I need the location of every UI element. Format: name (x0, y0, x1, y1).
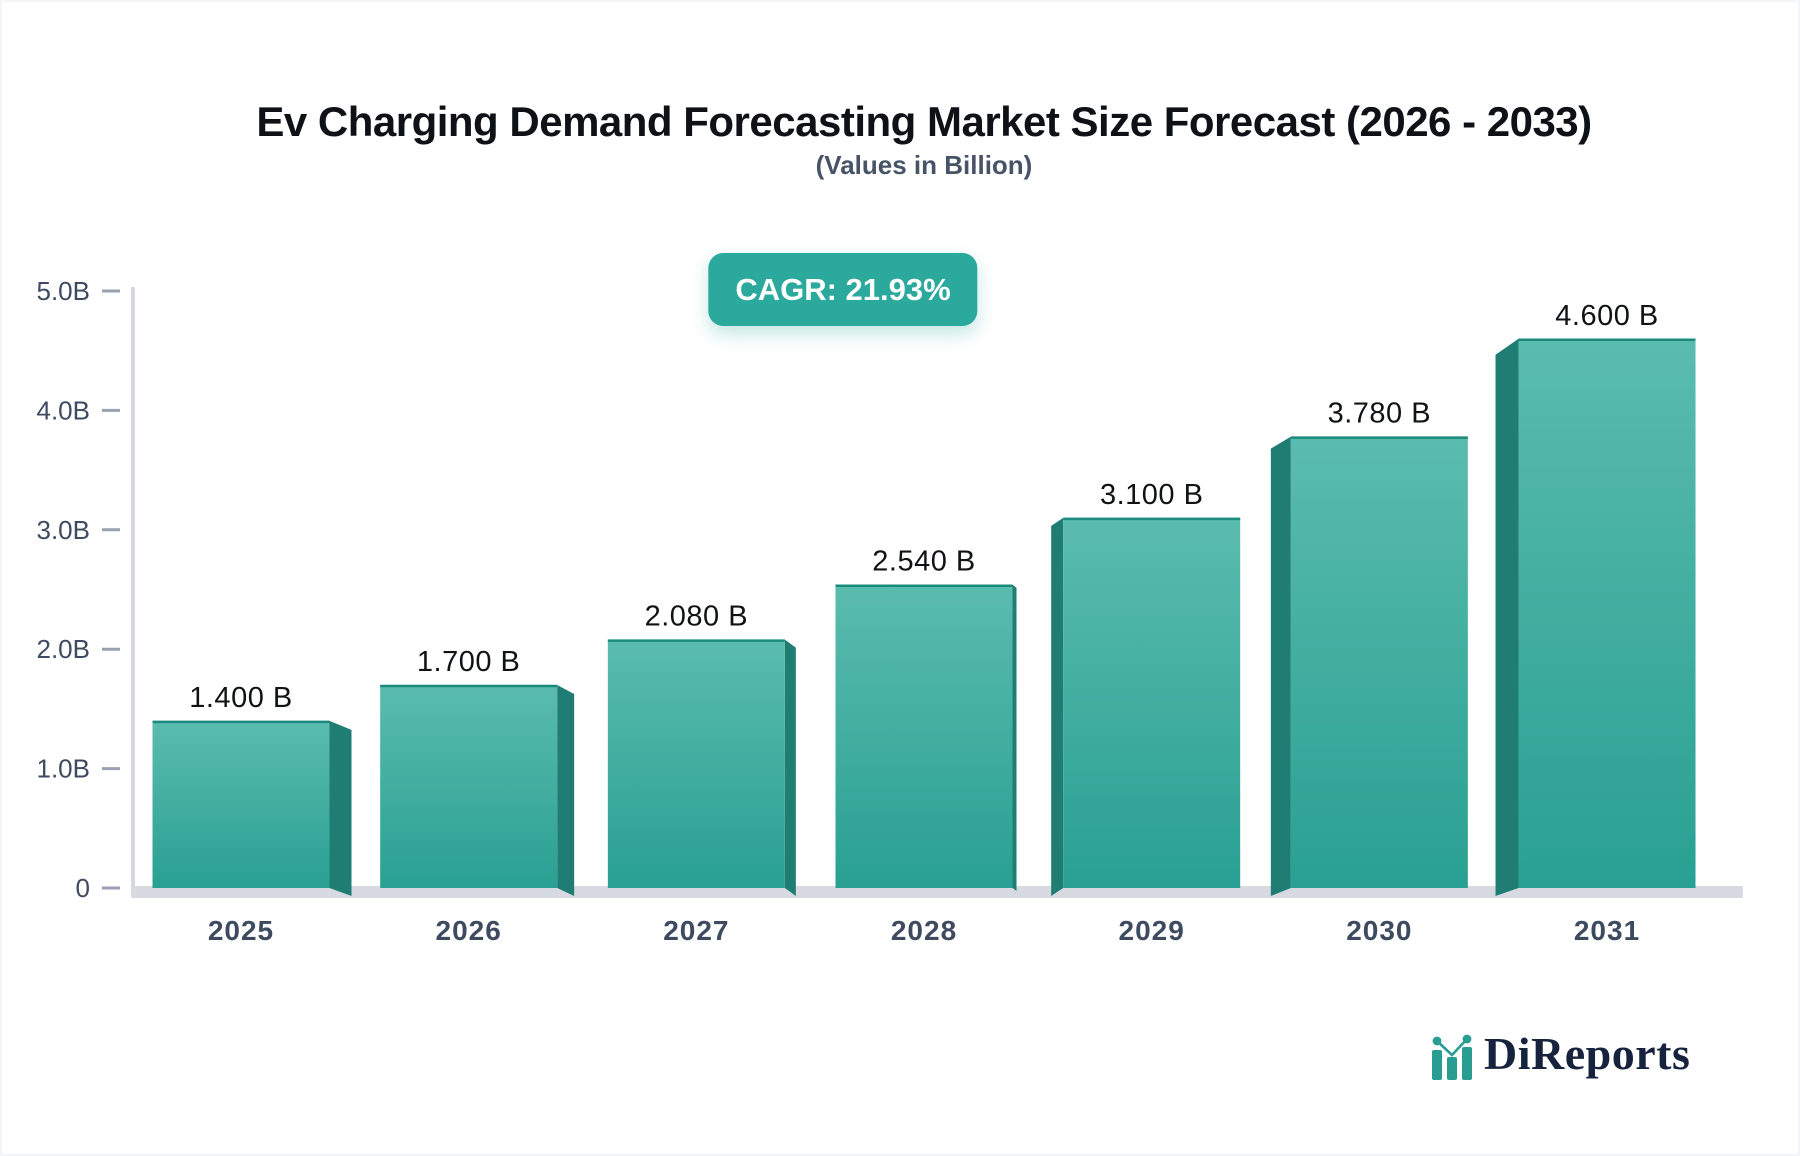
y-axis-label: 4.0B (37, 395, 91, 425)
bar-value-label: 1.700 B (417, 646, 520, 678)
logo-text: DiReports (1484, 1028, 1691, 1079)
chart-subtitle: (Values in Billion) (815, 150, 1033, 180)
bar-2031[interactable] (1518, 338, 1696, 888)
x-axis-label-2025: 2025 (208, 915, 274, 946)
y-axis-label: 1.0B (37, 754, 91, 784)
bar-value-label: 2.540 B (872, 546, 975, 578)
y-axis-line (131, 287, 135, 887)
x-axis-label-2028: 2028 (891, 915, 957, 946)
x-axis-label-2026: 2026 (436, 915, 502, 946)
bar-value-label: 2.080 B (645, 601, 748, 633)
bar-chart-logo-icon (1432, 1034, 1472, 1080)
y-axis-label: 5.0B (37, 276, 91, 306)
x-axis-label-2030: 2030 (1346, 915, 1412, 946)
y-axis-label: 2.0B (37, 634, 91, 664)
bar-side-face-2029 (1051, 517, 1064, 896)
y-axis-label: 0 (76, 873, 90, 903)
bar-2029[interactable] (1063, 517, 1241, 888)
chart-title: Ev Charging Demand Forecasting Market Si… (256, 98, 1592, 145)
bar-side-face-2031 (1495, 338, 1519, 896)
bar-value-label: 1.400 B (189, 682, 292, 714)
bar-value-label: 3.780 B (1328, 398, 1431, 430)
bar-value-label: 4.600 B (1555, 300, 1658, 332)
bar-side-face-2027 (784, 639, 796, 896)
x-axis-floor (131, 886, 1743, 898)
x-axis-label-2031: 2031 (1574, 915, 1640, 946)
bar-2026[interactable] (380, 685, 558, 888)
bar-side-face-2025 (329, 720, 352, 896)
bar-2027[interactable] (607, 639, 785, 888)
bar-side-face-2026 (557, 685, 575, 896)
bar-2028[interactable] (835, 584, 1013, 888)
bar-value-label: 3.100 B (1100, 479, 1203, 511)
x-axis-label-2027: 2027 (663, 915, 729, 946)
bar-2030[interactable] (1290, 436, 1468, 888)
y-axis-label: 3.0B (37, 515, 91, 545)
bar-side-face-2028 (1012, 584, 1017, 891)
cagr-badge: CAGR: 21.93% (708, 253, 978, 326)
bar-2025[interactable] (152, 720, 330, 888)
direports-logo: DiReports (1432, 1027, 1690, 1080)
bar-side-face-2030 (1270, 436, 1291, 896)
x-axis-label-2029: 2029 (1119, 915, 1185, 946)
